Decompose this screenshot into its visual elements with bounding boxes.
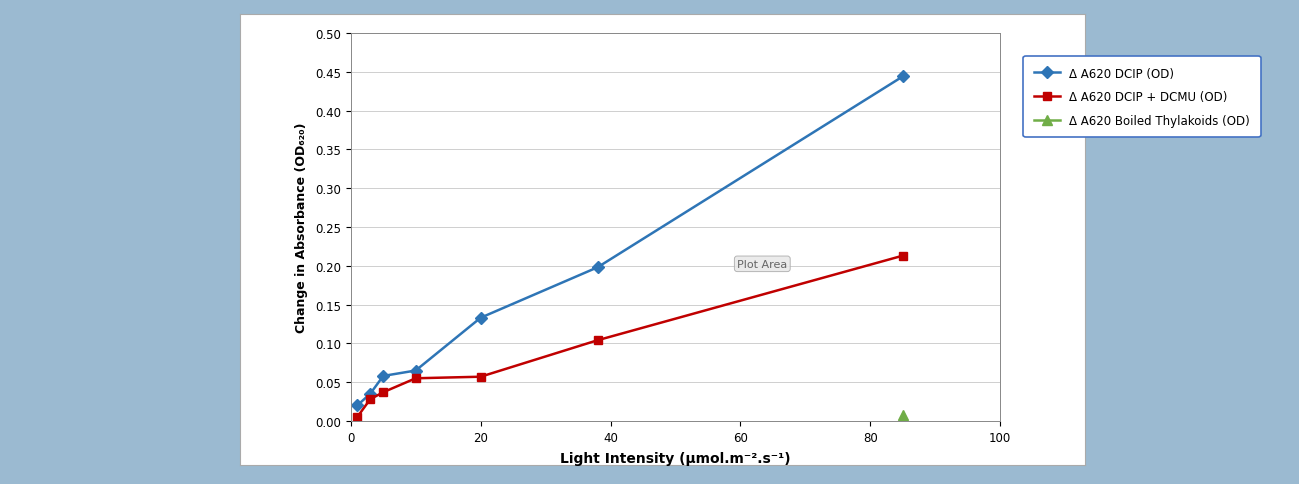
- Δ A620 DCIP + DCMU (OD): [375, 390, 391, 395]
- Y-axis label: Change in Absorbance (OD₆₂₀): Change in Absorbance (OD₆₂₀): [295, 122, 308, 333]
- Δ A620 DCIP + DCMU (OD): [362, 396, 378, 402]
- Δ A620 DCIP (OD): [590, 265, 605, 271]
- Δ A620 DCIP (OD): [362, 391, 378, 397]
- Line: Δ A620 DCIP + DCMU (OD): Δ A620 DCIP + DCMU (OD): [353, 252, 907, 422]
- Δ A620 DCIP (OD): [349, 403, 365, 408]
- Δ A620 DCIP (OD): [473, 315, 488, 321]
- Δ A620 DCIP + DCMU (OD): [408, 376, 423, 381]
- Δ A620 DCIP (OD): [895, 75, 911, 80]
- Legend: Δ A620 DCIP (OD), Δ A620 DCIP + DCMU (OD), Δ A620 Boiled Thylakoids (OD): Δ A620 DCIP (OD), Δ A620 DCIP + DCMU (OD…: [1024, 57, 1260, 138]
- Δ A620 DCIP (OD): [375, 373, 391, 379]
- Δ A620 DCIP + DCMU (OD): [349, 414, 365, 420]
- X-axis label: Light Intensity (μmol.m⁻².s⁻¹): Light Intensity (μmol.m⁻².s⁻¹): [560, 451, 791, 465]
- Δ A620 DCIP + DCMU (OD): [473, 374, 488, 380]
- Text: Plot Area: Plot Area: [738, 259, 787, 269]
- Line: Δ A620 DCIP (OD): Δ A620 DCIP (OD): [353, 73, 907, 410]
- Δ A620 DCIP (OD): [408, 368, 423, 374]
- Δ A620 DCIP + DCMU (OD): [895, 253, 911, 259]
- Δ A620 DCIP + DCMU (OD): [590, 338, 605, 344]
